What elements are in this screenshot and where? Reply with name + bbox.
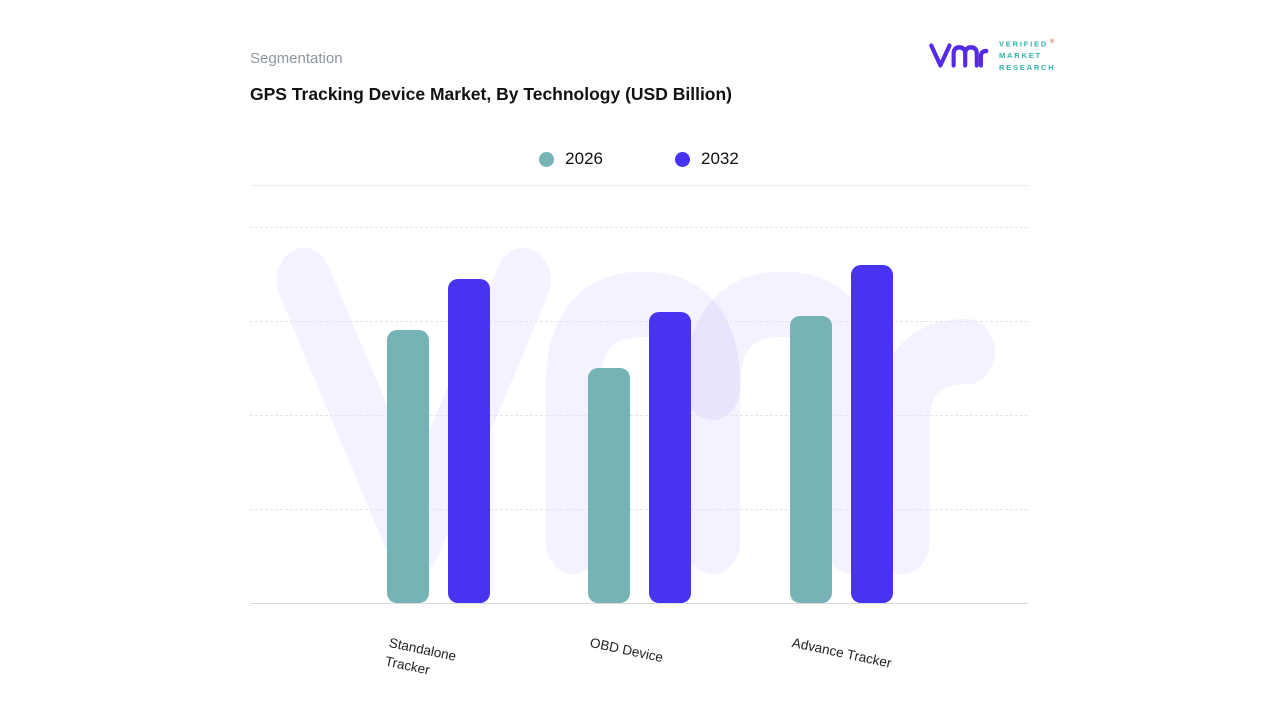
bar-2032-standalone-tracker (448, 279, 490, 603)
x-axis-label-standalone-tracker: Standalone Tracker (383, 634, 458, 678)
legend-label: 2032 (701, 149, 739, 168)
bar-2026-obd-device (588, 368, 630, 603)
gridline (250, 321, 1028, 322)
bar-2032-obd-device (649, 312, 691, 603)
bar-2032-advance-tracker (851, 265, 893, 603)
legend: 2026 2032 (250, 149, 1028, 169)
chart-title: GPS Tracking Device Market, By Technolog… (250, 84, 733, 104)
legend-item-2026: 2026 (539, 149, 603, 169)
vmr-logo-text: VERIFIED ® MARKET RESEARCH (999, 38, 1056, 73)
vmr-logo: VERIFIED ® MARKET RESEARCH (928, 38, 1056, 73)
gridline (250, 227, 1028, 228)
chart-area: Standalone Tracker OBD Device Advance Track… (250, 227, 1028, 678)
bar-2026-standalone-tracker (387, 330, 429, 603)
vmr-logo-mark (929, 43, 989, 68)
logo-line-research: RESEARCH (999, 62, 1056, 72)
bar-2026-advance-tracker (790, 316, 832, 603)
legend-dot-2026 (539, 151, 555, 167)
logo-line-market: MARKET (999, 51, 1042, 61)
x-axis-label-obd-device: OBD Device (588, 634, 665, 666)
legend-divider (250, 185, 1028, 186)
gridline (250, 509, 1028, 510)
x-axis-label-advance-tracker: Advance Tracker (790, 634, 893, 671)
legend-label: 2026 (565, 149, 603, 168)
section-label: Segmentation (250, 50, 343, 67)
gridline (250, 415, 1028, 416)
logo-line-verified: VERIFIED ® (999, 38, 1056, 50)
logo-word-verified: VERIFIED (999, 39, 1048, 49)
legend-dot-2032 (675, 151, 690, 167)
registered-mark: ® (1050, 39, 1055, 45)
vmr-watermark-icon (276, 247, 995, 575)
legend-item-2032: 2032 (675, 149, 739, 169)
